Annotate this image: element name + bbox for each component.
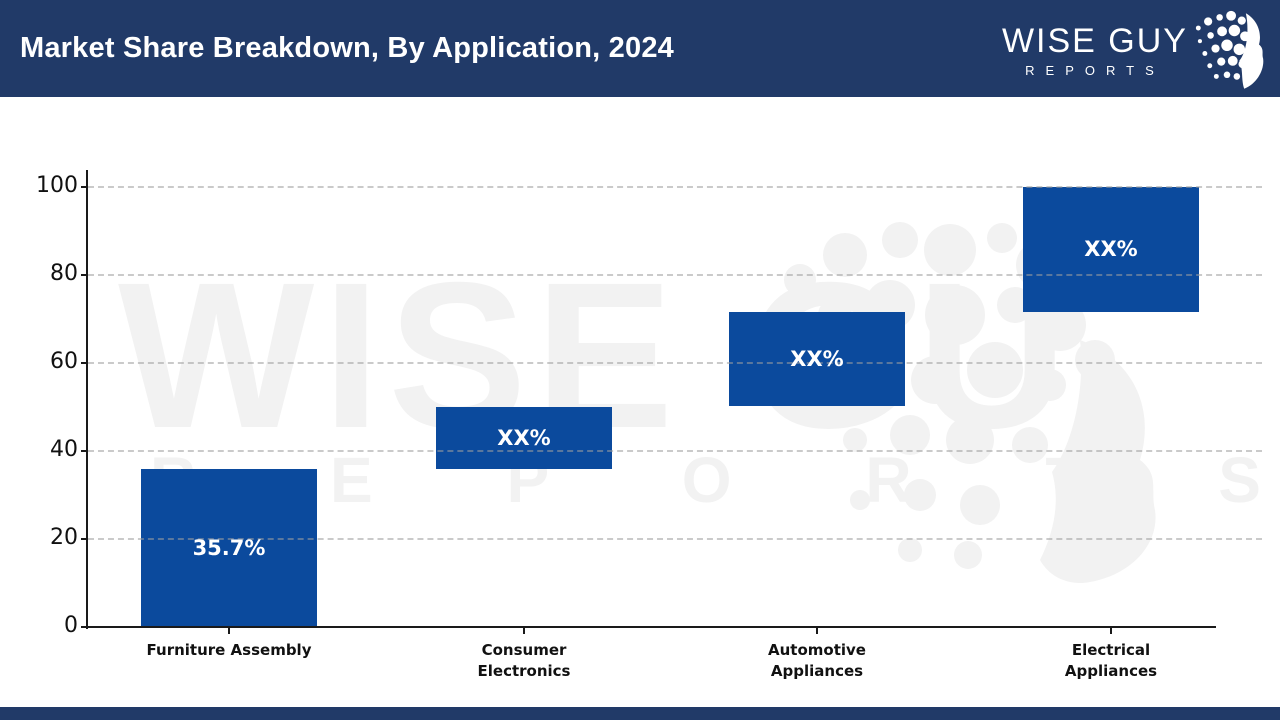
- y-tick-mark-0: [81, 625, 88, 628]
- gridline-20: [88, 537, 1262, 540]
- bar-value-label-3: XX%: [790, 347, 844, 372]
- gridline-100: [88, 185, 1262, 188]
- bar-4: [1023, 186, 1199, 312]
- x-tick-label-4: Electrical Appliances: [1064, 641, 1158, 680]
- gridline-40: [88, 449, 1262, 452]
- x-tick-label-1: Furniture Assembly: [146, 641, 312, 659]
- y-tick-label-20: 20: [50, 524, 78, 550]
- gridline-80: [88, 273, 1262, 276]
- bar-value-label-1: 35.7%: [192, 535, 266, 560]
- y-tick-mark-40: [81, 449, 88, 452]
- y-tick-mark-80: [81, 273, 88, 276]
- y-tick-mark-100: [81, 185, 88, 188]
- wise-guy-reports-logo: WISE GUY REPORTS: [1002, 6, 1266, 94]
- bar-value-label-4: XX%: [1084, 237, 1138, 262]
- bar-1: [141, 469, 317, 627]
- logo-reports-text: REPORTS: [1025, 63, 1165, 78]
- y-tick-label-100: 100: [36, 172, 78, 198]
- footer-band: [0, 707, 1280, 720]
- header-band: Market Share Breakdown, By Application, …: [0, 0, 1280, 97]
- y-axis-line: [86, 170, 88, 629]
- x-tick-label-3: Automotive Appliances: [768, 641, 866, 680]
- x-tick-mark-2: [523, 626, 525, 634]
- watermark-dotted-head-graphic: [776, 222, 1156, 584]
- bar-value-label-2: XX%: [497, 425, 551, 450]
- logo-wiseguy-text: WISE GUY: [1001, 22, 1188, 60]
- logo-dotted-head-icon: [1195, 10, 1264, 89]
- x-axis-line: [86, 625, 1216, 628]
- y-tick-label-40: 40: [50, 436, 78, 462]
- y-tick-mark-60: [81, 361, 88, 364]
- x-tick-label-2: Consumer Electronics: [477, 641, 571, 680]
- y-tick-mark-20: [81, 537, 88, 540]
- bar-3: [729, 311, 905, 407]
- y-tick-label-60: 60: [50, 348, 78, 374]
- bar-2: [436, 406, 612, 470]
- gridline-60: [88, 361, 1262, 364]
- logo-text: WISE GUY REPORTS: [1002, 22, 1188, 78]
- y-tick-label-80: 80: [50, 260, 78, 286]
- chart-title: Market Share Breakdown, By Application, …: [20, 32, 674, 64]
- x-tick-mark-1: [228, 626, 230, 634]
- x-tick-mark-3: [816, 626, 818, 634]
- y-tick-label-0: 0: [64, 612, 78, 638]
- x-tick-mark-4: [1110, 626, 1112, 634]
